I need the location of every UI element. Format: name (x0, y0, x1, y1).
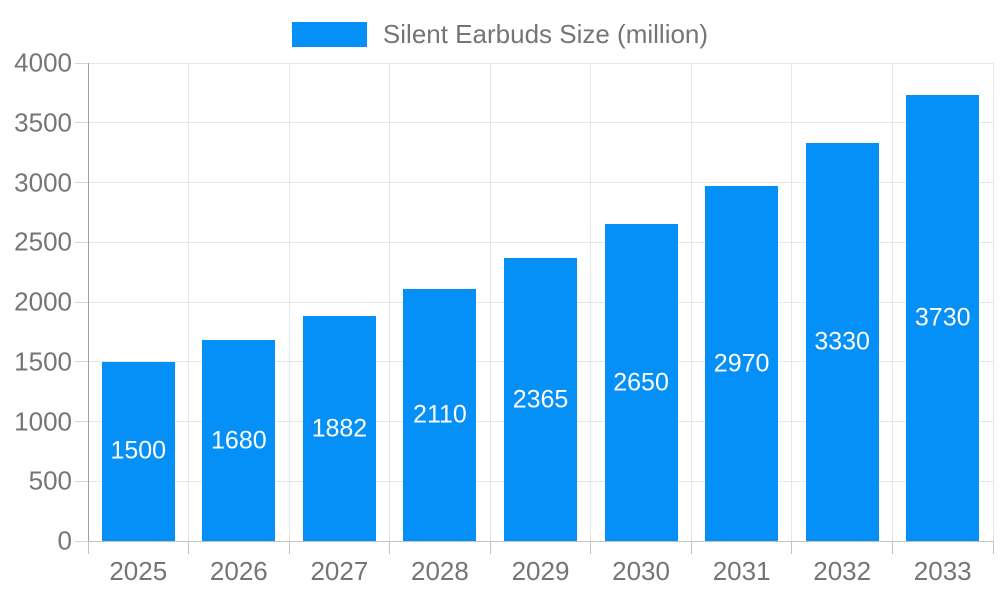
x-axis-tick (891, 541, 893, 554)
x-axis-tick-label: 2026 (209, 556, 268, 586)
gridline-vertical (389, 63, 391, 541)
bar-value-label: 1500 (110, 436, 167, 465)
bar-2029[interactable] (504, 258, 577, 541)
x-axis-tick-label: 2029 (511, 556, 570, 586)
legend-swatch-icon (291, 22, 367, 47)
gridline-vertical (992, 63, 994, 541)
y-axis-tick (75, 241, 88, 243)
y-axis-line (88, 63, 89, 541)
x-axis-tick-label: 2030 (612, 556, 670, 586)
x-axis-tick (389, 541, 391, 554)
y-axis-tick (75, 62, 88, 64)
gridline-vertical (891, 63, 893, 541)
x-axis-line (88, 541, 993, 542)
gridline-vertical (590, 63, 592, 541)
y-axis-tick-label: 2000 (14, 286, 72, 317)
legend-label: Silent Earbuds Size (million) (382, 19, 709, 49)
y-axis-tick-label: 1500 (14, 346, 72, 377)
gridline-horizontal (88, 62, 993, 64)
plot-area: 1500 1680 1882 2110 2365 2650 2970 3330 3730 (75, 62, 994, 554)
bar-value-label: 2110 (413, 400, 467, 429)
bar-2028[interactable] (403, 288, 477, 541)
gridline-vertical (288, 63, 290, 541)
x-axis-tick (87, 541, 89, 554)
gridline-horizontal (88, 122, 993, 124)
x-axis-tick (288, 541, 290, 554)
bar-value-label: 1882 (311, 414, 368, 443)
bar-value-label: 2365 (512, 385, 569, 414)
bar-value-label: 3730 (914, 303, 971, 332)
gridline-vertical (690, 63, 692, 541)
x-axis-tick-label: 2025 (109, 556, 168, 586)
y-axis-tick-label: 1000 (14, 406, 72, 436)
bar-2032[interactable] (805, 143, 879, 541)
bar-value-label: 2970 (713, 349, 770, 378)
y-axis-tick (75, 122, 88, 124)
y-axis-tick (75, 182, 88, 183)
gridline-vertical (791, 63, 793, 541)
y-axis-tick-label: 500 (28, 465, 72, 496)
bar-2033[interactable] (906, 95, 980, 541)
bar-2026[interactable] (202, 340, 276, 541)
bar-value-label: 3330 (814, 327, 870, 356)
chart-legend[interactable]: Silent Earbuds Size (million) (0, 19, 1000, 50)
bar-2027[interactable] (302, 316, 376, 541)
gridline-vertical (188, 63, 190, 541)
x-axis-tick-label: 2028 (411, 556, 469, 586)
gridline-horizontal (88, 182, 993, 183)
x-axis-tick (188, 541, 190, 554)
y-axis-tick (75, 480, 88, 482)
bar-2025[interactable] (101, 361, 175, 541)
y-axis-tick-label: 3500 (14, 107, 72, 138)
bar-value-label: 2650 (613, 368, 669, 397)
y-axis-tick (75, 361, 88, 363)
y-axis-tick-label: 0 (57, 525, 72, 556)
x-axis-tick-label: 2027 (310, 556, 369, 586)
x-axis-tick (489, 541, 491, 554)
bar-2031[interactable] (705, 186, 779, 541)
gridline-vertical (489, 63, 491, 541)
x-axis-tick (992, 541, 994, 554)
gridline-horizontal (88, 241, 993, 243)
x-axis-tick (690, 541, 692, 554)
x-axis-tick (791, 541, 793, 554)
y-axis-tick (75, 540, 88, 542)
x-axis-tick-label: 2031 (712, 556, 771, 586)
x-axis-tick-label: 2032 (813, 556, 872, 586)
y-axis-tick-label: 2500 (14, 226, 72, 257)
y-axis-tick-label: 3000 (14, 167, 72, 197)
x-axis-tick (590, 541, 592, 554)
y-axis-tick (75, 421, 88, 422)
bar-value-label: 1680 (211, 426, 267, 455)
x-axis-tick-label: 2033 (913, 556, 972, 586)
bar-2030[interactable] (604, 224, 678, 541)
y-axis-tick (75, 301, 88, 303)
y-axis-tick-label: 4000 (14, 47, 72, 78)
